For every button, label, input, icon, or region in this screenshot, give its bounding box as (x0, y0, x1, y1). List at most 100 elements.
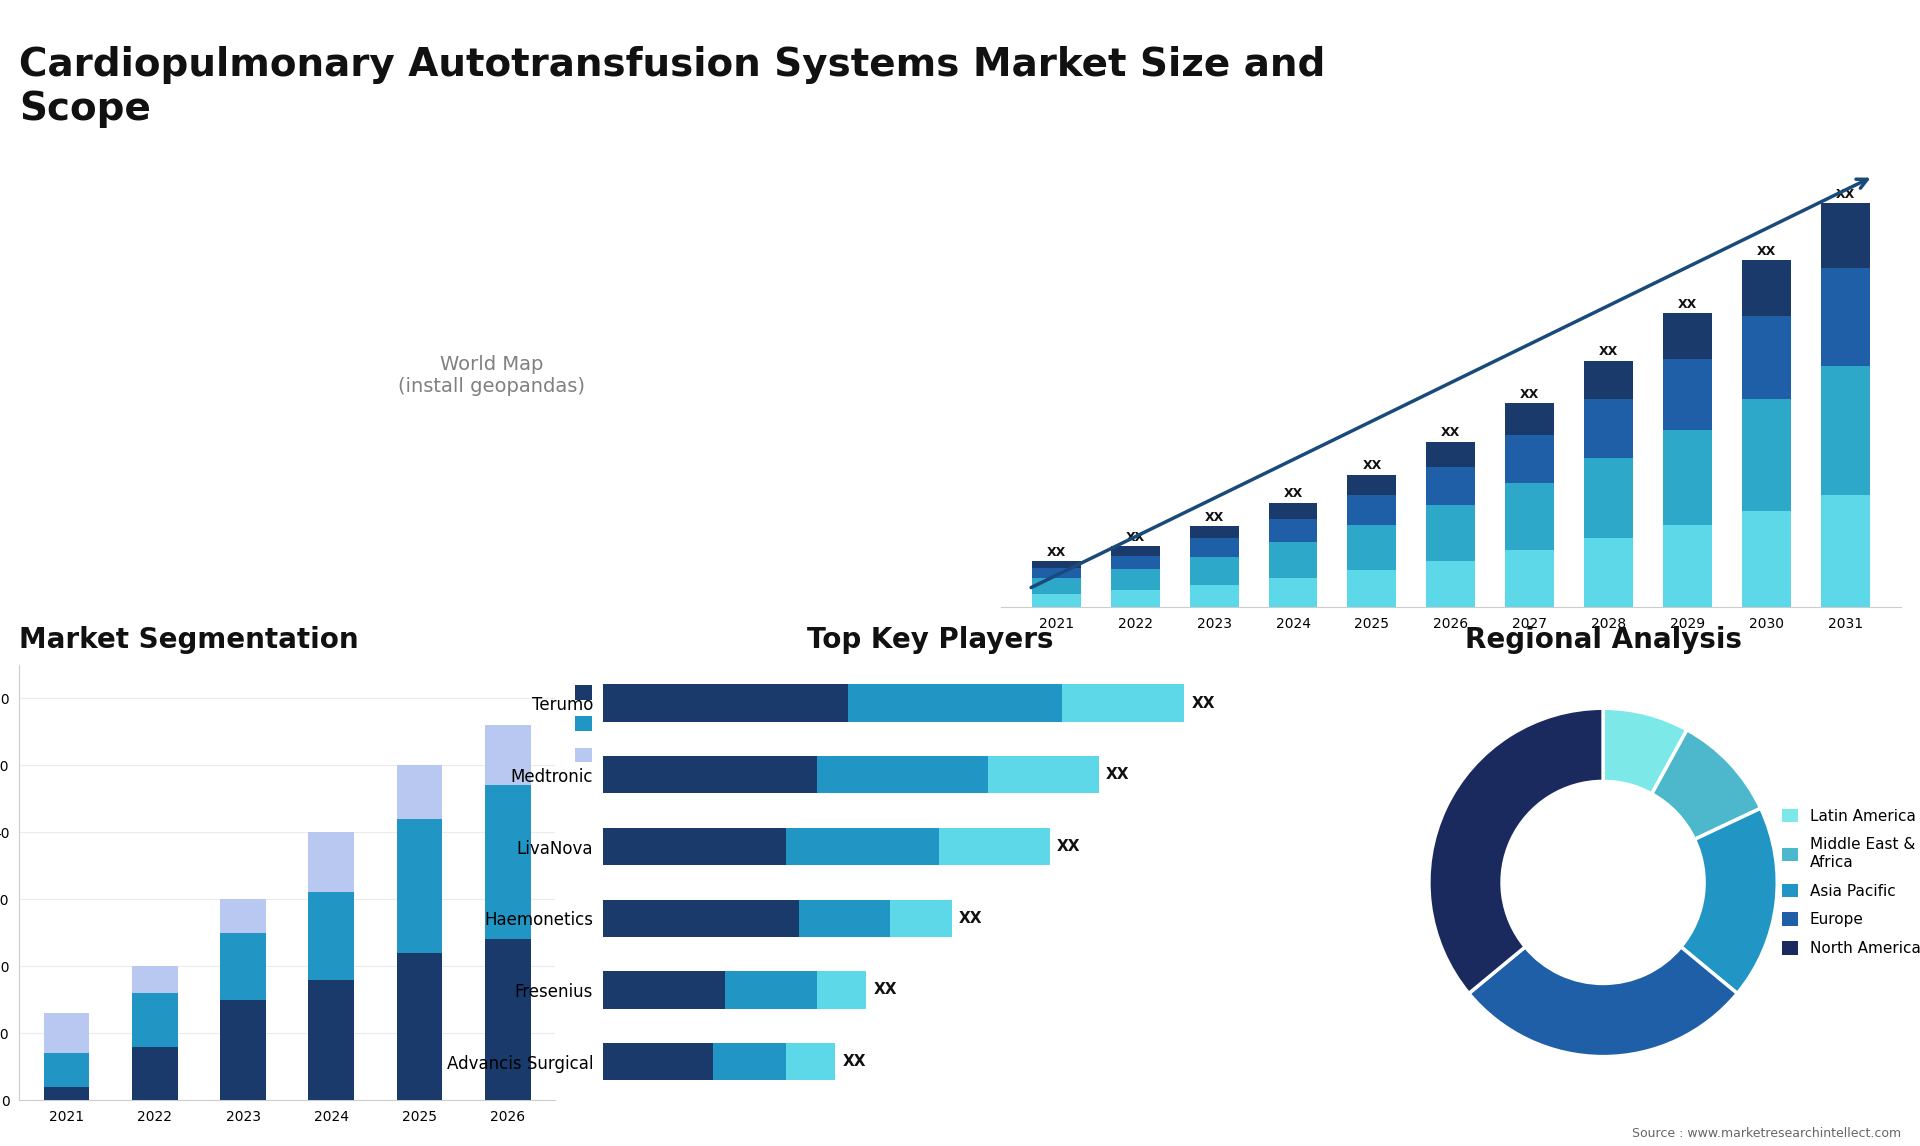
Wedge shape (1680, 808, 1778, 994)
Bar (1820, 495, 1870, 607)
Bar (1190, 526, 1238, 539)
Bar (1031, 579, 1081, 594)
Bar (1663, 430, 1713, 525)
Bar (603, 1043, 712, 1081)
Text: XX: XX (1678, 298, 1697, 311)
Bar (818, 756, 989, 793)
Bar (1190, 557, 1238, 584)
Text: XX: XX (1106, 768, 1129, 783)
Bar (891, 900, 952, 937)
Text: XX: XX (1363, 460, 1382, 472)
Text: XX: XX (958, 911, 983, 926)
Text: XX: XX (1046, 545, 1066, 558)
Bar (1820, 366, 1870, 495)
Bar (309, 980, 353, 1100)
Bar (1269, 518, 1317, 542)
Bar (221, 999, 267, 1100)
Bar (1427, 466, 1475, 505)
Bar (44, 1086, 90, 1100)
Bar (1269, 579, 1317, 607)
Bar (1427, 441, 1475, 466)
Bar (1505, 435, 1555, 482)
Text: XX: XX (1204, 511, 1223, 524)
Bar (1505, 403, 1555, 435)
Bar (132, 966, 179, 992)
Bar (1663, 360, 1713, 430)
Text: XX: XX (1521, 387, 1540, 401)
Bar (1269, 503, 1317, 518)
Bar (1110, 547, 1160, 556)
Bar (1584, 399, 1634, 457)
Wedge shape (1651, 730, 1761, 839)
Bar (1820, 268, 1870, 366)
Bar (1584, 361, 1634, 399)
Bar (603, 684, 847, 722)
Bar (1031, 560, 1081, 567)
Bar (397, 766, 442, 818)
Bar (939, 827, 1050, 865)
Text: Market Segmentation: Market Segmentation (19, 626, 359, 654)
Bar (787, 827, 939, 865)
Bar (1348, 474, 1396, 495)
Bar (44, 1013, 90, 1053)
Text: XX: XX (843, 1054, 866, 1069)
Bar (1190, 539, 1238, 557)
Text: XX: XX (1056, 839, 1081, 854)
Text: XX: XX (1836, 188, 1855, 201)
Legend: Type, Application, Geography: Type, Application, Geography (568, 677, 705, 771)
Text: XX: XX (1757, 244, 1776, 258)
Bar (309, 893, 353, 980)
Text: XX: XX (1283, 487, 1302, 501)
Title: Top Key Players: Top Key Players (806, 626, 1054, 654)
Text: MARKET
RESEARCH
INTELLECT: MARKET RESEARCH INTELLECT (1753, 31, 1822, 79)
Text: XX: XX (874, 982, 897, 997)
Bar (221, 900, 267, 933)
Bar (603, 972, 726, 1008)
Wedge shape (1428, 708, 1603, 994)
Text: XX: XX (1125, 531, 1144, 544)
Wedge shape (1603, 708, 1688, 794)
Bar (486, 725, 530, 785)
Bar (1741, 315, 1791, 399)
Bar (1110, 590, 1160, 607)
Bar (1031, 567, 1081, 579)
Bar (603, 900, 799, 937)
Bar (1584, 457, 1634, 539)
Bar (132, 1046, 179, 1100)
Text: XX: XX (1442, 426, 1461, 439)
Bar (1741, 399, 1791, 511)
Bar (221, 933, 267, 999)
Bar (1505, 482, 1555, 550)
Bar (44, 1053, 90, 1086)
Bar (1741, 260, 1791, 315)
Bar (1663, 525, 1713, 607)
Bar (1427, 560, 1475, 607)
Bar (1348, 571, 1396, 607)
Bar (712, 1043, 787, 1081)
Bar (1190, 584, 1238, 607)
Text: XX: XX (1192, 696, 1215, 711)
Bar (1663, 313, 1713, 360)
Bar (1269, 542, 1317, 579)
Bar (989, 756, 1098, 793)
Bar (397, 952, 442, 1100)
Wedge shape (1469, 947, 1738, 1057)
Bar (603, 756, 818, 793)
Bar (1348, 525, 1396, 571)
Bar (1427, 505, 1475, 560)
Text: World Map
(install geopandas): World Map (install geopandas) (397, 355, 586, 395)
Bar (1348, 495, 1396, 525)
Title: Regional Analysis: Regional Analysis (1465, 626, 1741, 654)
Text: Cardiopulmonary Autotransfusion Systems Market Size and
Scope: Cardiopulmonary Autotransfusion Systems … (19, 46, 1325, 128)
Text: Source : www.marketresearchintellect.com: Source : www.marketresearchintellect.com (1632, 1128, 1901, 1140)
Bar (132, 992, 179, 1046)
Bar (309, 832, 353, 893)
Bar (486, 940, 530, 1100)
Legend: Latin America, Middle East &
Africa, Asia Pacific, Europe, North America: Latin America, Middle East & Africa, Asi… (1776, 802, 1920, 963)
Bar (726, 972, 818, 1008)
Bar (1584, 539, 1634, 607)
Bar (787, 1043, 835, 1081)
Bar (1031, 594, 1081, 607)
Bar (1110, 556, 1160, 568)
Bar (847, 684, 1062, 722)
